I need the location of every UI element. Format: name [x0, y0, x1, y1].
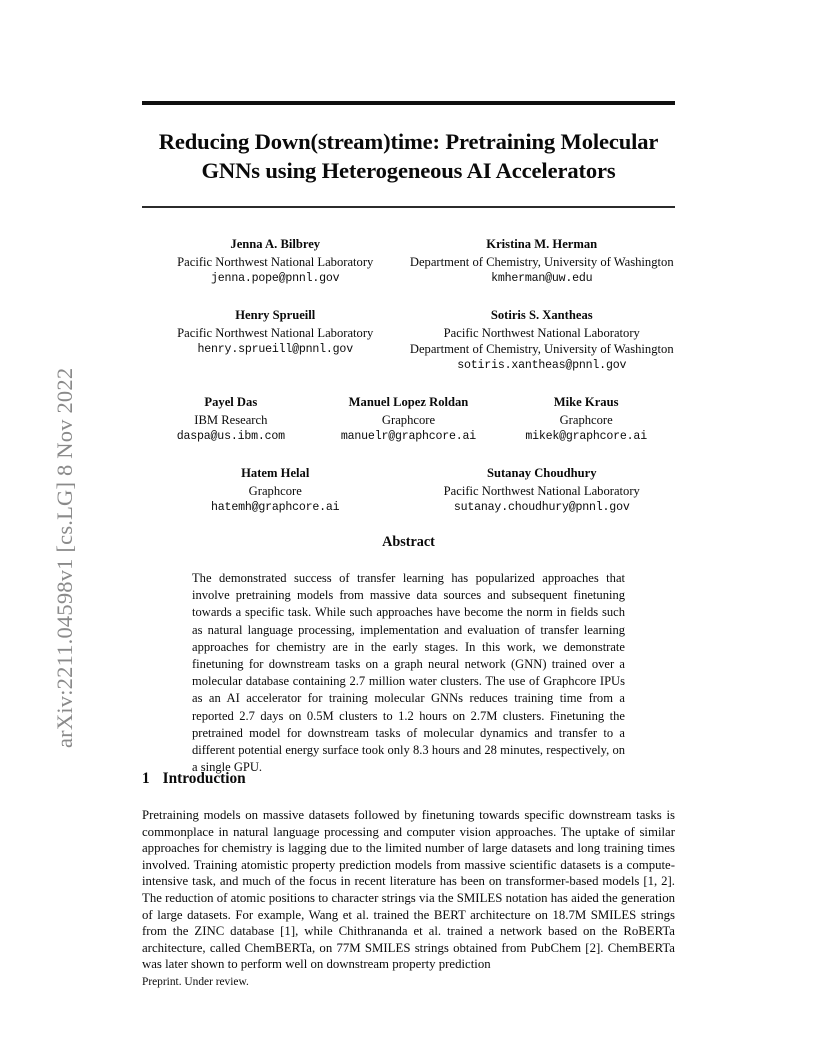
introduction-section: 1 Introduction Pretraining models on mass… [142, 770, 675, 986]
author-affiliation: Department of Chemistry, University of W… [409, 254, 674, 269]
author-email[interactable]: jenna.pope@pnnl.gov [211, 271, 340, 285]
abstract-section: Abstract The demonstrated success of tra… [142, 534, 675, 776]
abstract-body: The demonstrated success of transfer lea… [192, 571, 625, 775]
author-name: Kristina M. Herman [486, 237, 598, 251]
author-row: Jenna A. Bilbrey Pacific Northwest Natio… [142, 236, 675, 287]
arxiv-stamp-text: arXiv:2211.04598v1 [cs.LG] 8 Nov 2022 [52, 367, 77, 748]
author-affiliation-secondary: Department of Chemistry, University of W… [409, 341, 674, 356]
author-block: Jenna A. Bilbrey Pacific Northwest Natio… [142, 236, 675, 536]
section-number: 1 [142, 770, 150, 787]
author-name: Jenna A. Bilbrey [230, 237, 321, 251]
title-bottom-rule [142, 206, 675, 208]
introduction-body: Pretraining models on massive datasets f… [142, 808, 675, 972]
author-entry: Sutanay Choudhury Pacific Northwest Nati… [409, 465, 676, 516]
section-title: Introduction [162, 770, 246, 787]
author-affiliation: Pacific Northwest National Laboratory [443, 483, 640, 498]
author-email[interactable]: hatemh@graphcore.ai [211, 500, 340, 514]
author-entry: Jenna A. Bilbrey Pacific Northwest Natio… [142, 236, 409, 287]
author-name: Henry Sprueill [235, 308, 316, 322]
author-name: Sotiris S. Xantheas [490, 308, 593, 322]
author-email[interactable]: daspa@us.ibm.com [176, 429, 285, 443]
author-entry: Henry Sprueill Pacific Northwest Nationa… [142, 307, 409, 374]
author-entry: Payel Das IBM Research daspa@us.ibm.com [142, 394, 320, 445]
abstract-heading: Abstract [382, 534, 435, 550]
author-affiliation: IBM Research [194, 412, 268, 427]
author-affiliation: Pacific Northwest National Laboratory [177, 325, 374, 340]
author-affiliation: Pacific Northwest National Laboratory [177, 254, 374, 269]
author-row: Hatem Helal Graphcore hatemh@graphcore.a… [142, 465, 675, 516]
paper-page: Reducing Down(stream)time: Pretraining M… [142, 0, 675, 1056]
author-email[interactable]: sutanay.choudhury@pnnl.gov [453, 500, 630, 514]
author-entry: Manuel Lopez Roldan Graphcore manuelr@gr… [320, 394, 498, 445]
section-heading-introduction: 1 Introduction [142, 770, 675, 788]
author-affiliation: Pacific Northwest National Laboratory [443, 325, 640, 340]
author-name: Sutanay Choudhury [486, 466, 597, 480]
author-entry: Sotiris S. Xantheas Pacific Northwest Na… [409, 307, 676, 374]
author-entry: Hatem Helal Graphcore hatemh@graphcore.a… [142, 465, 409, 516]
title-top-rule [142, 101, 675, 105]
author-email[interactable]: kmherman@uw.edu [491, 271, 593, 285]
author-affiliation: Graphcore [248, 483, 302, 498]
footer-text: Preprint. Under review. [142, 976, 249, 988]
author-email[interactable]: henry.sprueill@pnnl.gov [197, 342, 354, 356]
author-email[interactable]: mikek@graphcore.ai [525, 429, 647, 443]
page-footer: Preprint. Under review. [142, 975, 675, 990]
author-name: Mike Kraus [553, 395, 619, 409]
page-title: Reducing Down(stream)time: Pretraining M… [158, 129, 659, 183]
author-name: Hatem Helal [241, 466, 310, 480]
author-row: Henry Sprueill Pacific Northwest Nationa… [142, 307, 675, 374]
author-affiliation: Graphcore [381, 412, 436, 427]
author-entry: Mike Kraus Graphcore mikek@graphcore.ai [497, 394, 675, 445]
author-name: Payel Das [204, 395, 258, 409]
author-row: Payel Das IBM Research daspa@us.ibm.com … [142, 394, 675, 445]
author-email[interactable]: manuelr@graphcore.ai [340, 429, 477, 443]
arxiv-stamp: arXiv:2211.04598v1 [cs.LG] 8 Nov 2022 [0, 0, 100, 1056]
author-entry: Kristina M. Herman Department of Chemist… [409, 236, 676, 287]
author-name: Manuel Lopez Roldan [348, 395, 469, 409]
author-email[interactable]: sotiris.xantheas@pnnl.gov [457, 358, 627, 372]
title-block: Reducing Down(stream)time: Pretraining M… [142, 101, 675, 208]
author-affiliation: Graphcore [559, 412, 613, 427]
